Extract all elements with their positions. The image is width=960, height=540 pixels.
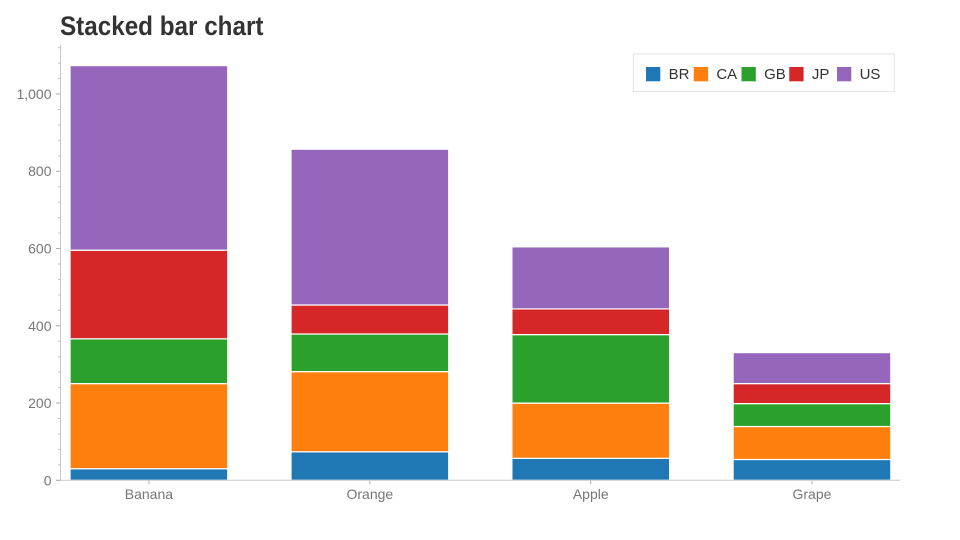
svg-text:JP: JP (812, 66, 830, 83)
svg-text:Apple: Apple (573, 486, 609, 502)
svg-text:Orange: Orange (346, 486, 393, 502)
svg-text:Stacked bar chart: Stacked bar chart (60, 10, 264, 41)
svg-text:200: 200 (28, 395, 52, 411)
svg-text:CA: CA (716, 66, 737, 83)
svg-text:600: 600 (28, 240, 52, 256)
svg-text:Grape: Grape (792, 486, 831, 502)
svg-text:800: 800 (28, 163, 52, 179)
svg-text:1,000: 1,000 (16, 86, 51, 102)
svg-text:Banana: Banana (125, 486, 173, 502)
svg-text:US: US (860, 66, 881, 83)
svg-text:0: 0 (44, 472, 52, 488)
svg-text:BR: BR (669, 66, 690, 83)
svg-text:400: 400 (28, 318, 52, 334)
svg-text:GB: GB (764, 66, 786, 83)
